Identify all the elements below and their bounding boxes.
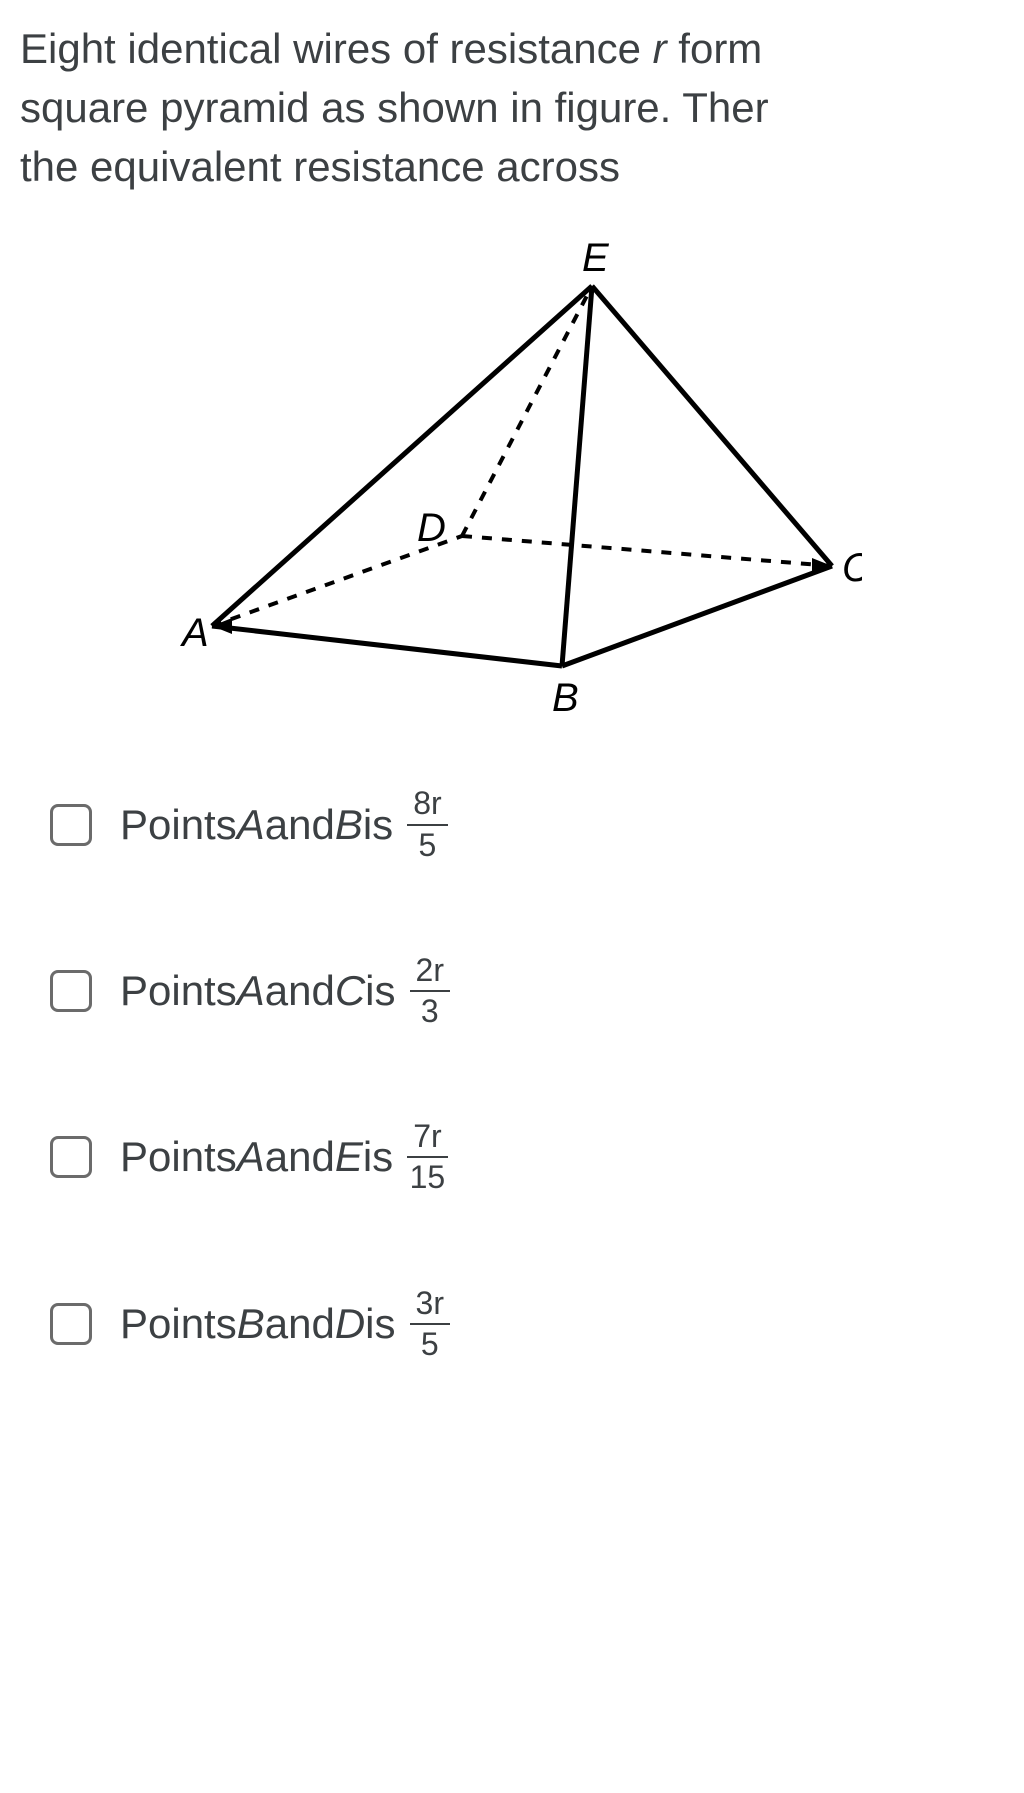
q-line2: square pyramid as shown in figure. Ther [20,84,769,131]
pyramid-figure: A B C D E [162,226,862,726]
option-row: Points A and B is 8r 5 [50,786,1004,862]
checkbox[interactable] [50,970,92,1012]
label-c: C [842,546,862,590]
opt-point1: A [237,1133,265,1181]
q-var-r: r [653,25,667,72]
option-text: Points A and B is 8r 5 [120,786,448,862]
option-row: Points B and D is 3r 5 [50,1286,1004,1362]
edge-bc [562,566,832,666]
checkbox[interactable] [50,804,92,846]
frac-numerator: 7r [407,1119,447,1158]
opt-suffix: is [365,1300,395,1348]
option-text: Points A and C is 2r 3 [120,953,450,1029]
fraction: 7r 15 [407,1119,447,1195]
label-d: D [417,506,446,550]
q-line1b: form [667,25,763,72]
edge-de [462,286,592,536]
fraction: 2r 3 [410,953,450,1029]
frac-numerator: 8r [407,786,447,825]
q-line1: Eight identical wires of resistance [20,25,653,72]
frac-denominator: 5 [419,826,437,863]
opt-mid: and [265,1133,335,1181]
frac-numerator: 3r [410,1286,450,1325]
frac-denominator: 5 [421,1325,439,1362]
frac-denominator: 3 [421,992,439,1029]
opt-prefix: Points [120,1133,237,1181]
opt-suffix: is [363,1133,393,1181]
opt-prefix: Points [120,801,237,849]
option-text: Points B and D is 3r 5 [120,1286,450,1362]
label-a: A [180,611,209,655]
opt-point1: A [237,801,265,849]
checkbox[interactable] [50,1136,92,1178]
frac-denominator: 15 [410,1158,446,1195]
opt-prefix: Points [120,967,237,1015]
edge-ce [592,286,832,566]
edge-dc [462,536,832,566]
fraction: 3r 5 [410,1286,450,1362]
options-list: Points A and B is 8r 5 Points A and C is… [20,786,1004,1362]
frac-numerator: 2r [410,953,450,992]
edge-ae [212,286,592,626]
label-e: E [582,236,610,280]
edge-be [562,286,592,666]
opt-suffix: is [365,967,395,1015]
opt-point2: E [335,1133,363,1181]
opt-suffix: is [363,801,393,849]
checkbox[interactable] [50,1303,92,1345]
question-text: Eight identical wires of resistance r fo… [20,20,1004,196]
q-line3: the equivalent resistance across [20,143,620,190]
opt-point1: B [237,1300,265,1348]
opt-mid: and [265,1300,335,1348]
opt-point2: C [335,967,365,1015]
edge-ab [212,626,562,666]
option-row: Points A and C is 2r 3 [50,953,1004,1029]
option-text: Points A and E is 7r 15 [120,1119,448,1195]
opt-mid: and [265,967,335,1015]
option-row: Points A and E is 7r 15 [50,1119,1004,1195]
fraction: 8r 5 [407,786,447,862]
opt-prefix: Points [120,1300,237,1348]
opt-mid: and [265,801,335,849]
opt-point2: B [335,801,363,849]
opt-point1: A [237,967,265,1015]
opt-point2: D [335,1300,365,1348]
label-b: B [552,676,579,720]
